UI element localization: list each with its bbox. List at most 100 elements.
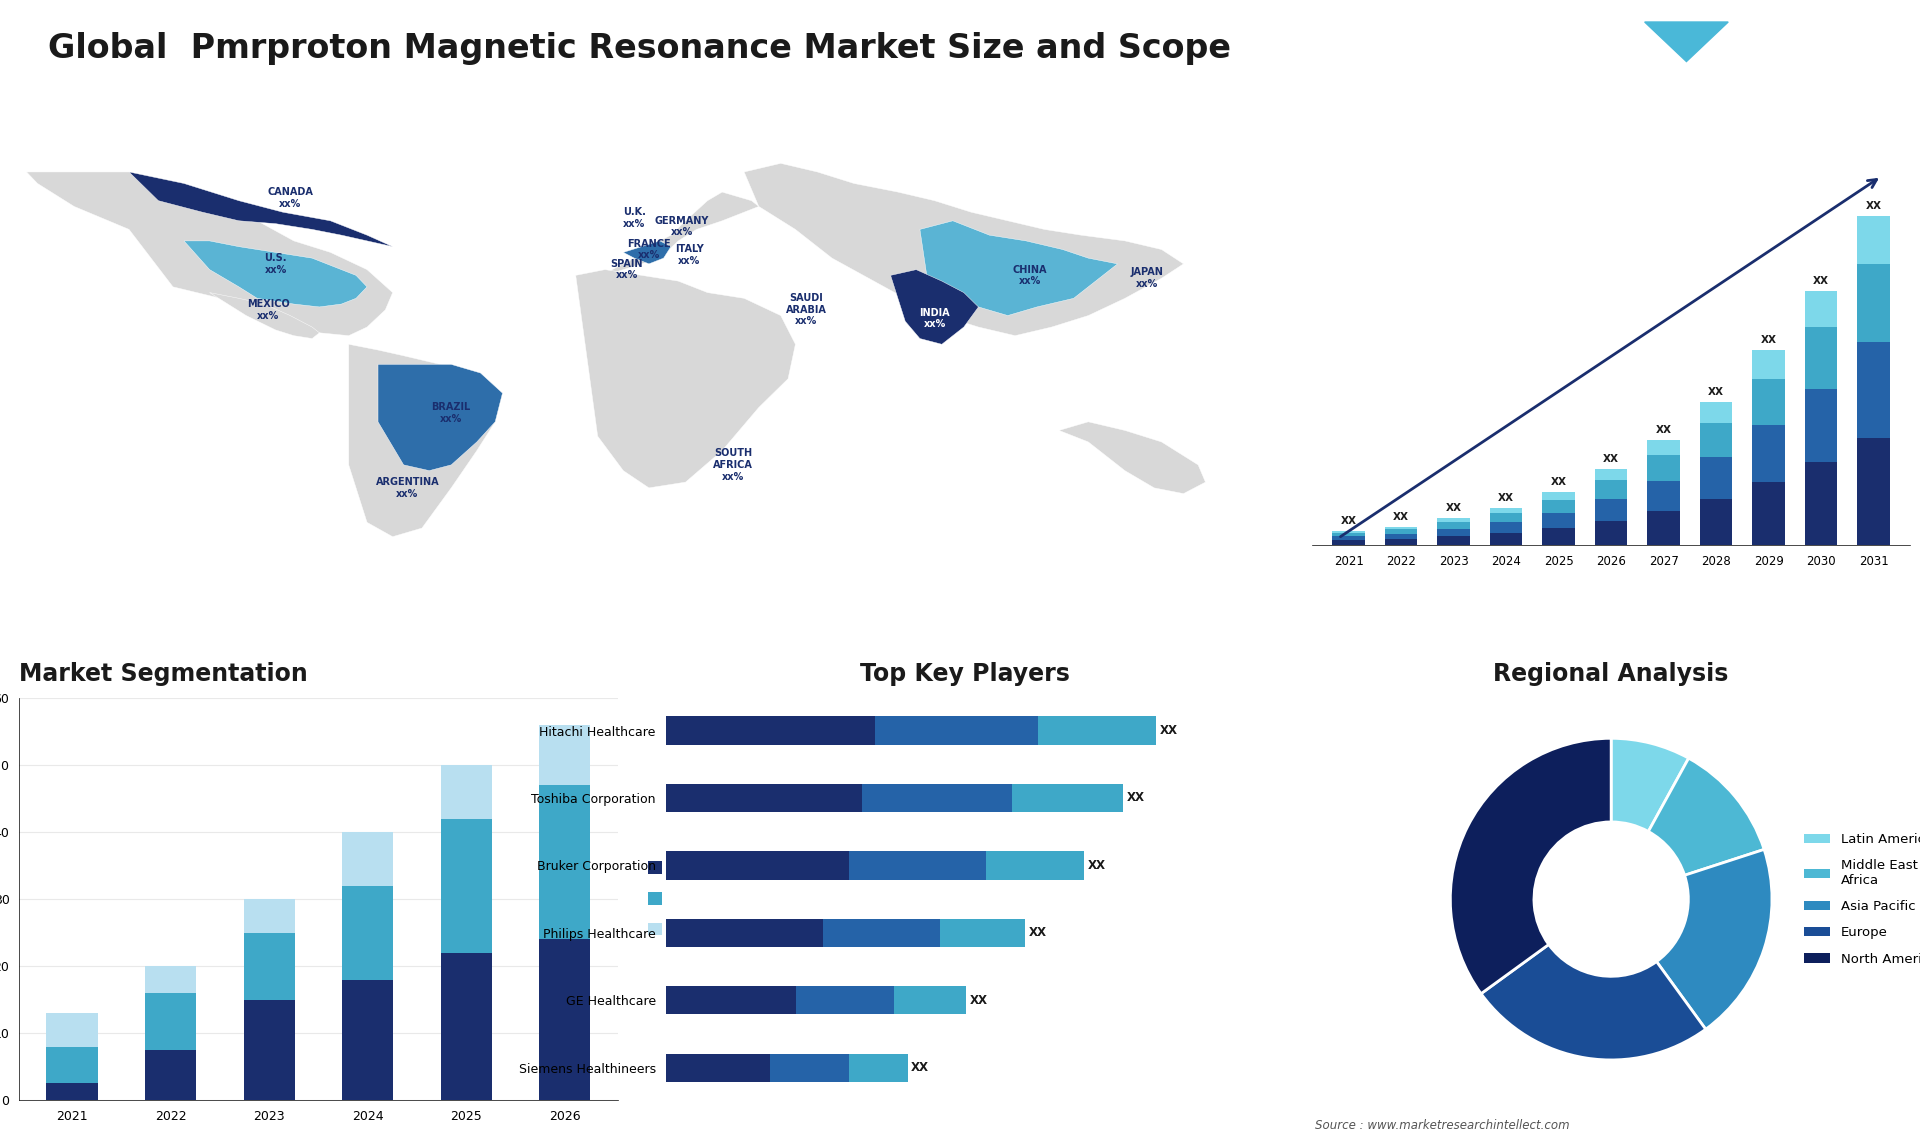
Bar [342, 832, 394, 886]
Wedge shape [1480, 944, 1705, 1060]
Polygon shape [1645, 22, 1728, 62]
Text: XX: XX [1603, 454, 1619, 464]
Wedge shape [1450, 738, 1611, 994]
Text: XX: XX [1866, 201, 1882, 211]
Bar [849, 1053, 908, 1082]
Text: XX: XX [910, 1061, 929, 1074]
Bar [1857, 264, 1889, 343]
Bar [1753, 351, 1786, 379]
Bar [540, 940, 591, 1100]
Legend: Product, Application, Geography: Product, Application, Geography [643, 856, 756, 942]
Text: ARGENTINA
xx%: ARGENTINA xx% [376, 477, 440, 499]
Bar [1542, 500, 1574, 512]
Bar [1438, 528, 1471, 536]
Text: FRANCE
xx%: FRANCE xx% [628, 238, 670, 260]
Text: XX: XX [1087, 858, 1106, 872]
Bar [1332, 541, 1365, 545]
Bar [1699, 499, 1732, 545]
Text: XX: XX [1709, 387, 1724, 397]
Bar [666, 784, 862, 813]
Bar [1753, 425, 1786, 481]
Bar [1647, 480, 1680, 511]
Text: Source : www.marketresearchintellect.com: Source : www.marketresearchintellect.com [1315, 1120, 1571, 1132]
Bar [1384, 539, 1417, 545]
Bar [442, 766, 492, 818]
Bar [1596, 480, 1628, 499]
Bar [1699, 423, 1732, 457]
Bar [1438, 523, 1471, 528]
Bar [146, 992, 196, 1050]
Bar [1438, 536, 1471, 545]
Bar [822, 919, 941, 947]
Text: XX: XX [1761, 336, 1776, 345]
Bar [46, 1083, 98, 1100]
Bar [1542, 492, 1574, 500]
Bar [666, 716, 876, 745]
Polygon shape [605, 193, 758, 275]
Bar [666, 919, 822, 947]
Bar [1805, 462, 1837, 545]
Polygon shape [209, 292, 319, 338]
Polygon shape [920, 221, 1117, 315]
Bar [1647, 440, 1680, 455]
Text: XX: XX [1029, 926, 1046, 940]
Text: XX: XX [1127, 792, 1144, 804]
Text: Global  Pmrproton Magnetic Resonance Market Size and Scope: Global Pmrproton Magnetic Resonance Mark… [48, 32, 1231, 65]
Bar [1596, 520, 1628, 545]
Polygon shape [129, 172, 394, 246]
Text: XX: XX [1340, 516, 1357, 526]
Text: SPAIN
xx%: SPAIN xx% [611, 259, 643, 281]
Wedge shape [1657, 849, 1772, 1029]
Bar [895, 986, 966, 1014]
Bar [1490, 513, 1523, 523]
Text: CHINA
xx%: CHINA xx% [1012, 265, 1046, 286]
Text: XX: XX [1446, 503, 1461, 513]
Bar [442, 818, 492, 952]
Text: XX: XX [1394, 512, 1409, 521]
Bar [244, 999, 296, 1100]
Bar [1857, 215, 1889, 264]
Bar [1332, 533, 1365, 536]
Bar [1490, 523, 1523, 533]
Bar [1542, 528, 1574, 545]
Bar [876, 716, 1039, 745]
Bar [797, 986, 895, 1014]
Bar [244, 900, 296, 933]
Bar [770, 1053, 849, 1082]
Wedge shape [1611, 738, 1688, 832]
Text: U.K.
xx%: U.K. xx% [622, 207, 645, 229]
Bar [1647, 511, 1680, 545]
Bar [1490, 508, 1523, 513]
Bar [1805, 328, 1837, 388]
Bar [442, 952, 492, 1100]
Text: BRAZIL
xx%: BRAZIL xx% [432, 402, 470, 424]
Bar [666, 986, 797, 1014]
Text: GERMANY
xx%: GERMANY xx% [655, 215, 708, 237]
Text: INDIA
xx%: INDIA xx% [920, 307, 950, 329]
Bar [540, 785, 591, 940]
Bar [1805, 388, 1837, 462]
Bar [1332, 531, 1365, 533]
Text: CANADA
xx%: CANADA xx% [267, 187, 313, 209]
Text: MARKET
RESEARCH
INTELLECT: MARKET RESEARCH INTELLECT [1763, 25, 1828, 61]
Bar [244, 933, 296, 999]
Bar [1805, 291, 1837, 328]
Polygon shape [745, 164, 1183, 336]
Bar [1039, 716, 1156, 745]
Bar [1647, 455, 1680, 480]
Polygon shape [184, 241, 367, 307]
Bar [849, 851, 987, 880]
Bar [1542, 512, 1574, 528]
Bar [146, 966, 196, 992]
Bar [1384, 534, 1417, 539]
Bar [941, 919, 1025, 947]
Bar [1753, 481, 1786, 545]
Polygon shape [624, 241, 670, 264]
Bar [1384, 527, 1417, 529]
Bar [666, 851, 849, 880]
Bar [1596, 469, 1628, 480]
Text: ITALY
xx%: ITALY xx% [674, 244, 703, 266]
Bar [1699, 402, 1732, 423]
Bar [1596, 499, 1628, 520]
Bar [1384, 529, 1417, 534]
